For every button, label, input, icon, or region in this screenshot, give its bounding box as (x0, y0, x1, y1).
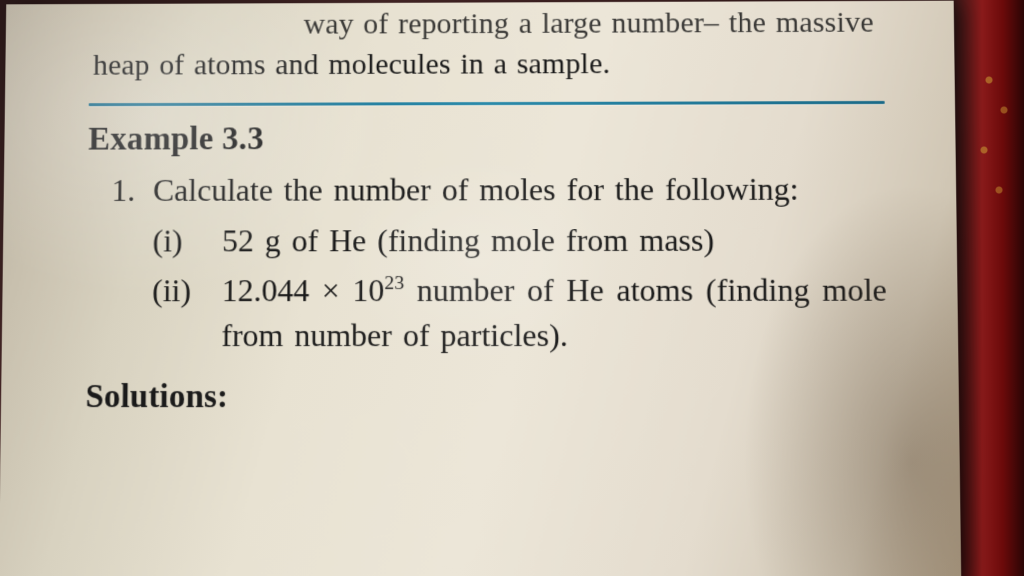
subitem-text: 12.044 × 1023 number of He atoms (findin… (221, 268, 887, 359)
question-item: 1. Calculate the number of moles for the… (88, 167, 886, 214)
item-number: 1. (88, 168, 136, 213)
textbook-page: way of reporting a large number– the mas… (0, 1, 961, 576)
subitem-number: (i) (152, 219, 206, 264)
horizontal-rule (89, 101, 885, 106)
subitem-number: (ii) (152, 268, 206, 359)
fragment-line-2: heap of atoms and molecules in a sample. (89, 43, 885, 86)
subitem-text: 52 g of He (finding mole from mass) (222, 218, 887, 264)
subitem: (ii) 12.044 × 1023 number of He atoms (f… (152, 268, 888, 359)
fabric-pattern (969, 50, 1014, 250)
solutions-heading: Solutions: (85, 379, 888, 417)
example-heading: Example 3.3 (88, 120, 885, 159)
background-edge (954, 0, 1024, 576)
preceding-paragraph-fragment: way of reporting a large number– the mas… (89, 1, 885, 86)
subitem: (i) 52 g of He (finding mole from mass) (152, 218, 886, 264)
item-text: Calculate the number of moles for the fo… (153, 167, 886, 214)
fragment-line-1: way of reporting a large number– the mas… (89, 3, 884, 46)
